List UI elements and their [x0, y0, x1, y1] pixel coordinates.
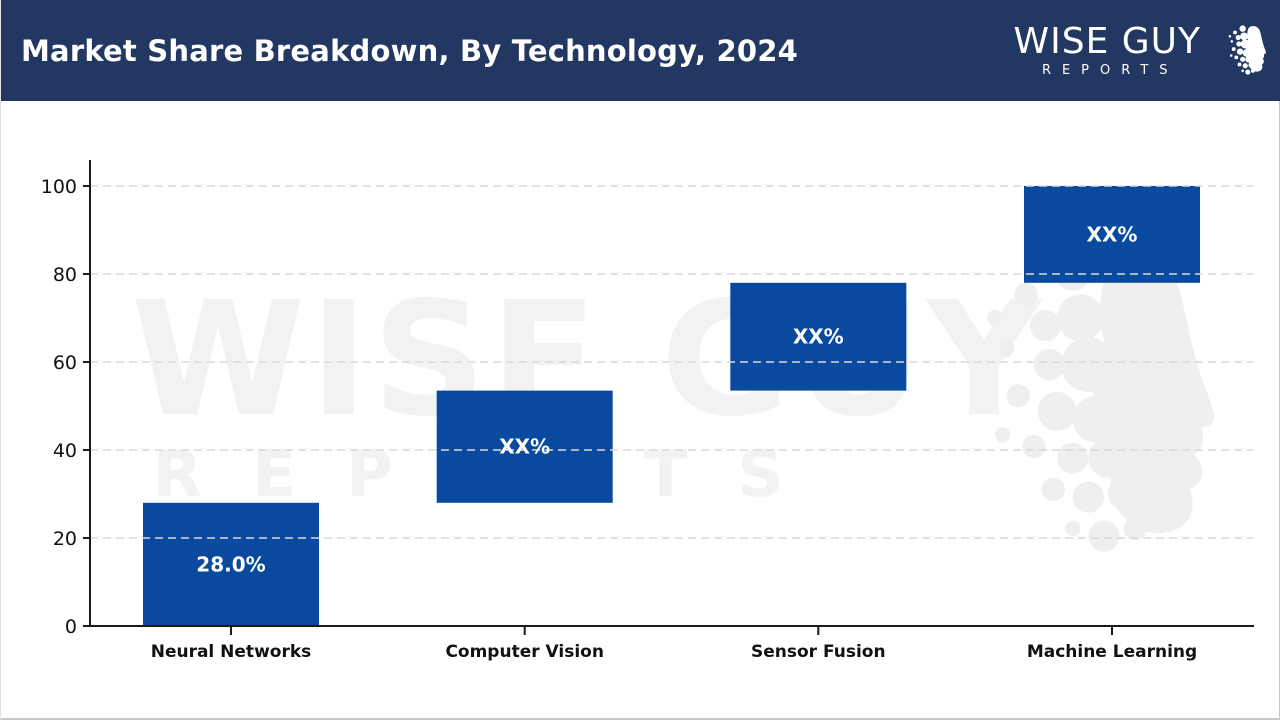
bar-computer-vision — [436, 390, 613, 503]
logo-subtext: REPORTS — [1041, 63, 1179, 78]
bar-value-label: XX% — [499, 435, 550, 459]
y-tick-label: 0 — [65, 616, 77, 638]
x-axis-label: Machine Learning — [1027, 642, 1197, 662]
logo-wordmark: WISE GUY — [1013, 21, 1201, 62]
bar-value-label: XX% — [793, 325, 844, 349]
header: Market Share Breakdown, By Technology, 2… — [1, 0, 1280, 101]
page-title: Market Share Breakdown, By Technology, 2… — [21, 33, 799, 68]
y-tick-label: 100 — [41, 176, 77, 198]
y-tick-label: 80 — [53, 264, 77, 286]
y-tick-label: 40 — [53, 440, 77, 462]
bar-value-label: 28.0% — [196, 552, 265, 576]
x-axis-label: Sensor Fusion — [751, 642, 886, 662]
y-tick-label: 20 — [53, 528, 77, 550]
bar-sensor-fusion — [730, 282, 907, 391]
x-axis-label: Neural Networks — [151, 642, 312, 662]
wiseguy-logo: WISE GUY REPORTS — [1014, 10, 1268, 92]
bar-value-label: XX% — [1087, 222, 1138, 246]
bar-neural-networks — [143, 502, 319, 626]
y-tick-label: 60 — [53, 352, 77, 374]
logo-head-icon — [1228, 24, 1266, 75]
x-axis-label: Computer Vision — [445, 642, 604, 662]
